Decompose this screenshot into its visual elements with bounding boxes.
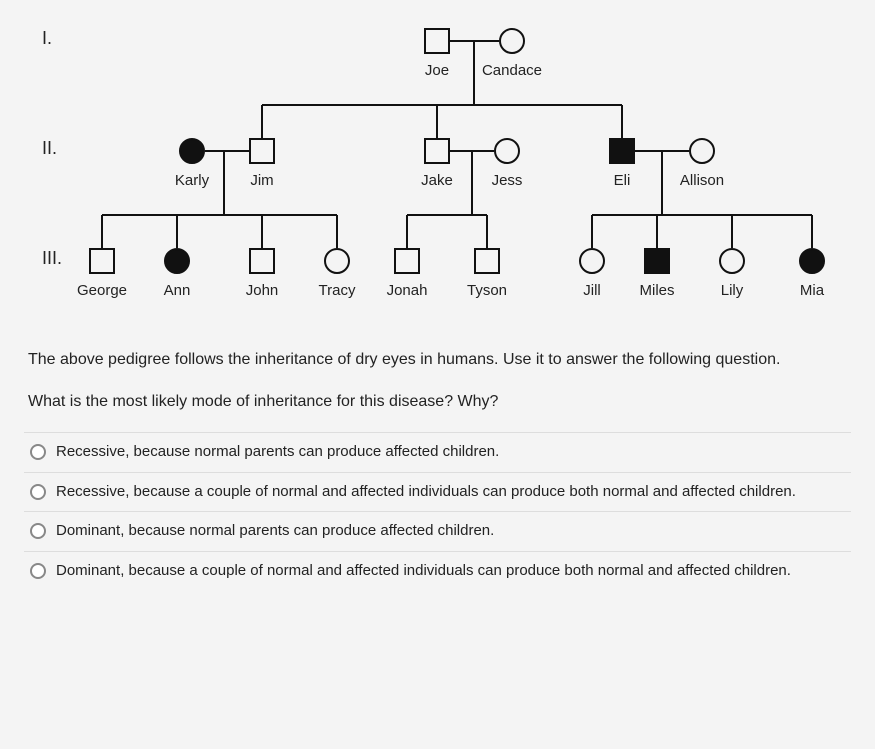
male-unaffected-symbol [89, 248, 115, 274]
person-label: Jess [492, 172, 523, 189]
person-label: George [77, 282, 127, 299]
female-unaffected-symbol [689, 138, 715, 164]
person-label: Candace [482, 62, 542, 79]
male-unaffected-symbol [474, 248, 500, 274]
person-candace: Candace [499, 28, 525, 54]
question-text: What is the most likely mode of inherita… [28, 390, 847, 414]
female-affected-symbol [164, 248, 190, 274]
radio-icon[interactable] [30, 563, 46, 579]
person-jake: Jake [424, 138, 450, 164]
female-unaffected-symbol [579, 248, 605, 274]
person-allison: Allison [689, 138, 715, 164]
answer-option-c[interactable]: Dominant, because normal parents can pro… [24, 511, 851, 551]
answer-option-a[interactable]: Recessive, because normal parents can pr… [24, 432, 851, 472]
person-lily: Lily [719, 248, 745, 274]
person-ann: Ann [164, 248, 190, 274]
male-affected-symbol [644, 248, 670, 274]
person-label: Jim [250, 172, 273, 189]
female-unaffected-symbol [324, 248, 350, 274]
person-mia: Mia [799, 248, 825, 274]
female-unaffected-symbol [499, 28, 525, 54]
answer-option-d[interactable]: Dominant, because a couple of normal and… [24, 551, 851, 591]
generation-label-III: III. [42, 248, 62, 269]
person-label: Ann [164, 282, 191, 299]
person-joe: Joe [424, 28, 450, 54]
male-unaffected-symbol [249, 248, 275, 274]
person-label: Tyson [467, 282, 507, 299]
female-unaffected-symbol [494, 138, 520, 164]
male-affected-symbol [609, 138, 635, 164]
pedigree-diagram: Joe Candace Karly Jim Jake Jess Eli Allison Geor… [24, 20, 851, 330]
person-label: Jill [583, 282, 601, 299]
person-label: Eli [614, 172, 631, 189]
person-label: Jonah [387, 282, 428, 299]
person-label: Tracy [319, 282, 356, 299]
female-unaffected-symbol [719, 248, 745, 274]
person-john: John [249, 248, 275, 274]
female-affected-symbol [799, 248, 825, 274]
option-label: Recessive, because a couple of normal an… [56, 481, 845, 504]
person-label: Mia [800, 282, 824, 299]
person-label: Miles [639, 282, 674, 299]
radio-icon[interactable] [30, 523, 46, 539]
option-label: Recessive, because normal parents can pr… [56, 441, 845, 464]
male-unaffected-symbol [249, 138, 275, 164]
radio-icon[interactable] [30, 444, 46, 460]
radio-icon[interactable] [30, 484, 46, 500]
person-jess: Jess [494, 138, 520, 164]
person-jill: Jill [579, 248, 605, 274]
person-jim: Jim [249, 138, 275, 164]
person-label: Allison [680, 172, 724, 189]
person-label: Joe [425, 62, 449, 79]
male-unaffected-symbol [424, 138, 450, 164]
person-label: Karly [175, 172, 209, 189]
generation-label-II: II. [42, 138, 57, 159]
person-jonah: Jonah [394, 248, 420, 274]
person-tracy: Tracy [324, 248, 350, 274]
option-label: Dominant, because normal parents can pro… [56, 520, 845, 543]
person-tyson: Tyson [474, 248, 500, 274]
female-affected-symbol [179, 138, 205, 164]
person-label: Lily [721, 282, 744, 299]
option-label: Dominant, because a couple of normal and… [56, 560, 845, 583]
male-unaffected-symbol [394, 248, 420, 274]
person-george: George [89, 248, 115, 274]
person-karly: Karly [179, 138, 205, 164]
person-label: Jake [421, 172, 453, 189]
intro-text: The above pedigree follows the inheritan… [28, 348, 847, 372]
answer-options: Recessive, because normal parents can pr… [24, 432, 851, 590]
answer-option-b[interactable]: Recessive, because a couple of normal an… [24, 472, 851, 512]
person-label: John [246, 282, 279, 299]
question-page: Joe Candace Karly Jim Jake Jess Eli Allison Geor… [0, 0, 875, 749]
person-eli: Eli [609, 138, 635, 164]
male-unaffected-symbol [424, 28, 450, 54]
generation-label-I: I. [42, 28, 52, 49]
person-miles: Miles [644, 248, 670, 274]
